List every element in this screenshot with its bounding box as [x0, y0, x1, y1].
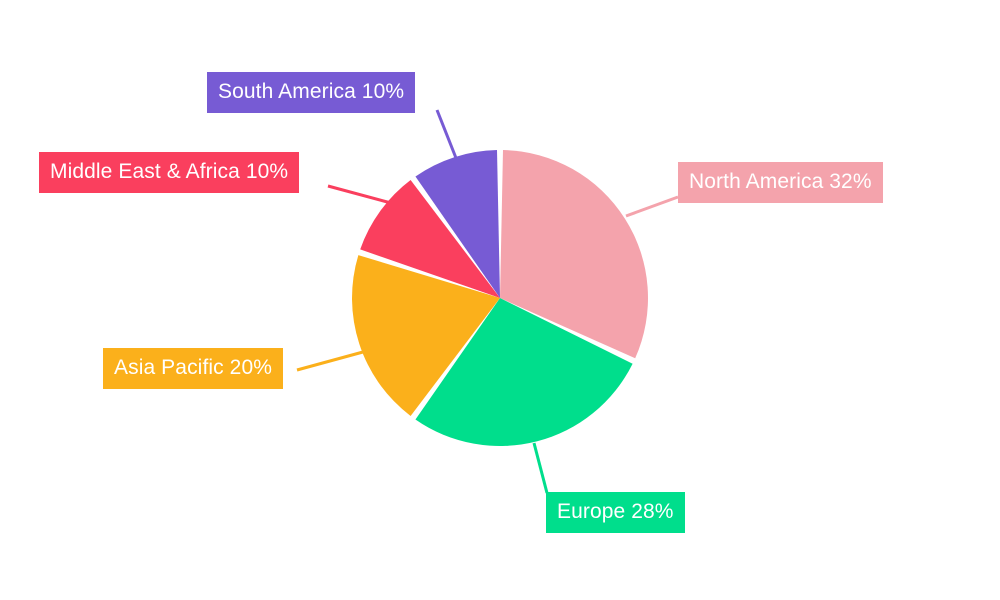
leader-line-middle-east-africa: [327, 184, 392, 205]
pie-label-middle-east-africa[interactable]: Middle East & Africa 10%: [39, 152, 300, 193]
leader-line-south-america: [435, 109, 458, 159]
pie-label-asia-pacific[interactable]: Asia Pacific 20%: [103, 348, 284, 389]
pie-label-north-america[interactable]: North America 32%: [678, 162, 883, 203]
pie-slice-north-america[interactable]: [500, 150, 648, 359]
pie-slice-middle-east-africa[interactable]: [360, 180, 500, 298]
leader-line-north-america: [625, 195, 679, 218]
pie-label-south-america[interactable]: South America 10%: [207, 72, 416, 113]
pie-slice-group: [352, 150, 648, 446]
pie-label-europe[interactable]: Europe 28%: [546, 492, 685, 533]
pie-slice-asia-pacific[interactable]: [352, 255, 500, 416]
leader-line-europe: [532, 442, 549, 494]
leader-line-group: [296, 109, 679, 494]
pie-slice-europe[interactable]: [415, 298, 633, 446]
pie-slice-south-america[interactable]: [415, 150, 500, 298]
leader-line-asia-pacific: [296, 350, 364, 372]
